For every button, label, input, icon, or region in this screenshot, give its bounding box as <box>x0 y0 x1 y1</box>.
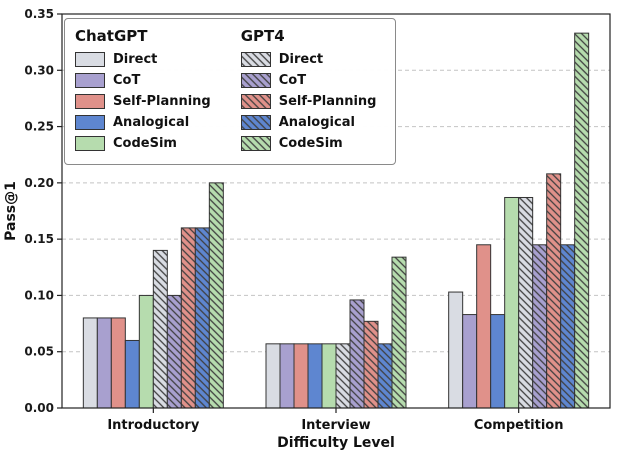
legend-swatch-icon <box>240 115 271 130</box>
bar-GPT4-CoT-Interview <box>349 299 365 409</box>
x-tick-label: Introductory <box>107 418 199 433</box>
y-tick-label: 0.20 <box>24 176 54 190</box>
bar-GPT4-Direct-Introductory <box>152 249 168 409</box>
legend-item: Direct <box>75 52 211 67</box>
legend-item: Self-Planning <box>75 94 211 109</box>
bar-GPT4-Direct-Interview <box>335 343 351 409</box>
legend-swatch-icon <box>240 136 271 151</box>
legend-label: Self-Planning <box>278 94 377 109</box>
y-tick-label: 0.25 <box>24 120 54 134</box>
legend-header-chatgpt: ChatGPT <box>75 27 148 45</box>
x-tick-label: Competition <box>474 418 564 433</box>
legend-swatch-icon <box>75 52 105 67</box>
legend-item: Analogical <box>240 115 377 130</box>
bar-ChatGPT-CodeSim-Competition <box>504 196 520 409</box>
bar-ChatGPT-CodeSim-Interview <box>321 343 337 409</box>
chart-content: 0.00 0.05 0.10 0.15 0.20 0.25 0.30 0.35 Introduc… <box>24 7 611 433</box>
legend-label: Direct <box>113 52 158 67</box>
bar-ChatGPT-CoT-Interview <box>279 343 295 409</box>
legend-item: CodeSim <box>240 136 377 151</box>
legend-column-gpt4: GPT4 Direct CoT Self-Planning Analogical Code… <box>240 27 377 154</box>
legend-swatch-icon <box>240 94 271 109</box>
y-axis-label: Pass@1 <box>3 181 19 241</box>
bar-ChatGPT-Direct-Interview <box>265 343 281 409</box>
bar-GPT4-Analogical-Introductory <box>194 227 210 409</box>
legend-column-chatgpt: ChatGPT Direct CoT Self-Planning Analogical C… <box>75 27 211 154</box>
y-tick-label: 0.10 <box>24 288 54 302</box>
bar-ChatGPT-Analogical-Competition <box>490 314 506 409</box>
bar-GPT4-Analogical-Competition <box>560 244 576 409</box>
bar-ChatGPT-Self-Planning-Interview <box>293 343 309 409</box>
bar-GPT4-CodeSim-Introductory <box>208 182 224 409</box>
bar-GPT4-Self-Planning-Interview <box>363 320 379 409</box>
legend-label: Analogical <box>113 115 190 130</box>
x-axis-label: Difficulty Level <box>277 435 395 451</box>
bar-GPT4-CoT-Competition <box>532 244 548 409</box>
legend-item: CoT <box>240 73 377 88</box>
legend-label: Direct <box>278 52 324 67</box>
legend-label: CodeSim <box>113 136 177 151</box>
bar-ChatGPT-Direct-Introductory <box>82 317 98 409</box>
bar-GPT4-Analogical-Interview <box>377 343 393 409</box>
bar-ChatGPT-Analogical-Interview <box>307 343 323 409</box>
legend-swatch-icon <box>240 52 271 67</box>
legend-header-gpt4: GPT4 <box>240 27 285 45</box>
legend-label: Self-Planning <box>113 94 211 109</box>
legend-swatch-icon <box>75 115 105 130</box>
legend-swatch-icon <box>75 73 105 88</box>
legend-item: CodeSim <box>75 136 211 151</box>
bar-ChatGPT-Self-Planning-Introductory <box>110 317 126 409</box>
bar-ChatGPT-CodeSim-Introductory <box>138 294 154 409</box>
legend-label: Analogical <box>278 115 355 130</box>
legend-label: CoT <box>113 73 141 88</box>
bar-GPT4-Self-Planning-Introductory <box>180 227 196 409</box>
legend-label: CodeSim <box>278 136 343 151</box>
bar-ChatGPT-CoT-Introductory <box>96 317 112 409</box>
y-tick-label: 0.15 <box>24 232 54 246</box>
y-tick-label: 0.30 <box>24 63 54 77</box>
bar-ChatGPT-CoT-Competition <box>462 314 478 409</box>
legend-item: Direct <box>240 52 377 67</box>
bar-GPT4-CodeSim-Interview <box>391 256 407 409</box>
y-tick-label: 0.35 <box>24 7 54 21</box>
bar-GPT4-CoT-Introductory <box>166 294 182 409</box>
bar-GPT4-Direct-Competition <box>518 196 534 409</box>
legend-swatch-icon <box>75 136 105 151</box>
legend-item: Analogical <box>75 115 211 130</box>
legend-swatch-icon <box>75 94 105 109</box>
legend-label: CoT <box>278 73 307 88</box>
y-tick-label: 0.05 <box>24 345 54 359</box>
bar-ChatGPT-Self-Planning-Competition <box>476 244 492 409</box>
x-tick-label: Interview <box>301 418 370 433</box>
y-tick-label: 0.00 <box>24 401 54 415</box>
legend: ChatGPT Direct CoT Self-Planning Analogical C… <box>64 18 396 165</box>
bar-GPT4-Self-Planning-Competition <box>546 173 562 409</box>
bar-ChatGPT-Analogical-Introductory <box>124 339 140 409</box>
legend-item: Self-Planning <box>240 94 377 109</box>
legend-item: CoT <box>75 73 211 88</box>
legend-swatch-icon <box>240 73 271 88</box>
bar-GPT4-CodeSim-Competition <box>574 32 590 409</box>
bar-ChatGPT-Direct-Competition <box>448 291 464 409</box>
